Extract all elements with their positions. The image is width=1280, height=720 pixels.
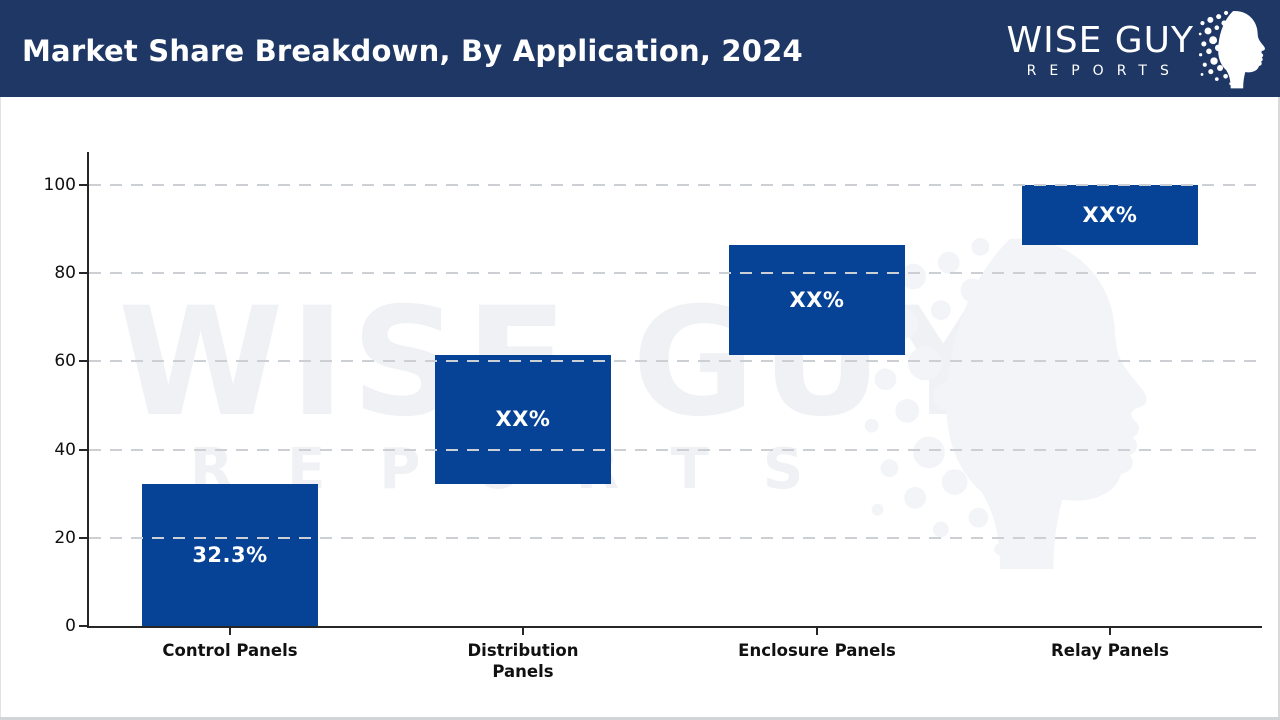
y-tick-mark-80	[79, 272, 87, 275]
x-category-label-relay-panels: Relay Panels	[1051, 641, 1169, 660]
x-category-label-enclosure-panels: Enclosure Panels	[738, 641, 896, 660]
header-band: Market Share Breakdown, By Application, …	[0, 0, 1280, 97]
x-axis-line	[87, 626, 1262, 628]
x-category-label-distribution-panels: Distribution Panels	[467, 641, 579, 681]
left-border	[0, 97, 1, 720]
bar-relay-panels: XX%	[1022, 185, 1198, 245]
bottom-border	[0, 717, 1280, 720]
right-border	[1278, 97, 1280, 720]
x-tick-mark-relay-panels	[1109, 628, 1111, 635]
gridline-80	[89, 272, 1262, 275]
y-tick-label-100: 100	[43, 175, 76, 195]
bar-value-label-relay-panels: XX%	[1082, 202, 1138, 227]
bar-value-label-control-panels: 32.3%	[192, 542, 268, 567]
x-tick-mark-control-panels	[229, 628, 231, 635]
logo-wiseguy-label: WISE GUY	[1006, 19, 1194, 61]
bar-control-panels: 32.3%	[142, 483, 318, 626]
y-tick-label-80: 80	[54, 263, 76, 284]
y-tick-label-20: 20	[54, 527, 76, 548]
y-tick-mark-0	[79, 625, 87, 627]
bar-enclosure-panels: XX%	[729, 244, 905, 355]
gridline-60	[89, 360, 1262, 363]
bar-value-label-enclosure-panels: XX%	[789, 287, 845, 312]
y-tick-mark-100	[79, 184, 87, 186]
wiseguy-logo: WISE GUY REPORTS	[1007, 6, 1271, 92]
gridline-20	[89, 536, 1262, 539]
y-tick-label-60: 60	[54, 351, 76, 372]
page-title: Market Share Breakdown, By Application, …	[22, 34, 803, 68]
logo-text: WISE GUY REPORTS	[1007, 20, 1195, 79]
bar-distribution-panels: XX%	[435, 354, 611, 484]
gridline-40	[89, 448, 1262, 451]
x-tick-mark-distribution-panels	[522, 628, 524, 635]
x-tick-mark-enclosure-panels	[816, 628, 818, 635]
y-tick-label-40: 40	[54, 439, 76, 460]
y-tick-mark-40	[79, 448, 87, 451]
y-axis-line	[87, 152, 89, 628]
gridline-100	[89, 184, 1262, 186]
bar-value-label-distribution-panels: XX%	[495, 407, 551, 432]
logo-reports-label: REPORTS	[1026, 62, 1182, 79]
x-category-label-control-panels: Control Panels	[162, 641, 298, 660]
y-tick-label-0: 0	[65, 616, 76, 636]
y-tick-mark-60	[79, 360, 87, 363]
y-tick-mark-20	[79, 536, 87, 539]
wiseguy-face-icon	[1196, 9, 1270, 89]
